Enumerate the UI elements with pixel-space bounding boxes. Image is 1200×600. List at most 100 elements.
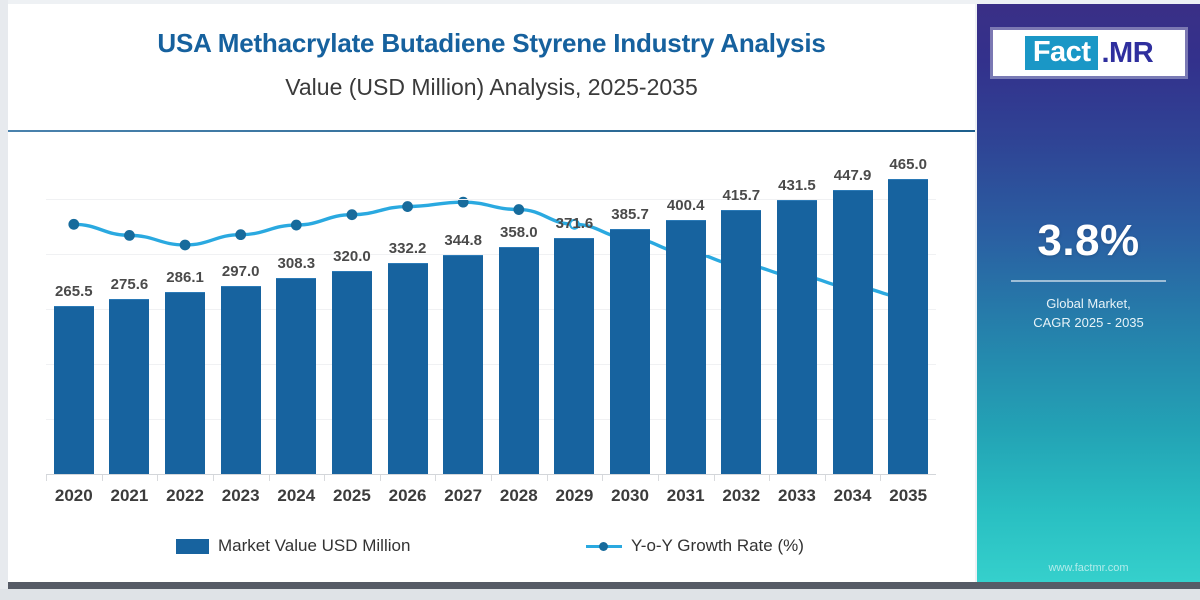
bar-label-2023: 297.0 (221, 262, 260, 280)
bar-2035[interactable] (888, 178, 929, 474)
bar-swatch-icon (176, 538, 209, 554)
bar-label-2026: 332.2 (388, 240, 427, 258)
gridline (46, 254, 936, 255)
gridline (46, 199, 936, 200)
x-label-2034: 2034 (833, 486, 872, 505)
line-point-2022[interactable] (179, 239, 191, 251)
bar-2034[interactable] (832, 189, 873, 474)
cagr-caption-line2: CAGR 2025 - 2035 (1033, 315, 1144, 330)
cagr-value: 3.8% (1037, 216, 1140, 265)
bar-label-2029: 371.6 (555, 215, 594, 233)
gridline (46, 309, 936, 310)
logo-mr-text: .MR (1101, 36, 1154, 69)
page-subtitle: Value (USD Million) Analysis, 2025-2035 (285, 74, 698, 100)
x-tick (713, 475, 715, 481)
bar-2033[interactable] (776, 200, 817, 474)
x-label-2029: 2029 (555, 486, 594, 505)
bar-label-2020: 265.5 (55, 282, 93, 300)
line-swatch-icon (586, 540, 622, 552)
x-tick (379, 475, 381, 481)
x-tick (824, 475, 826, 481)
x-tick (101, 475, 103, 481)
bar-label-2028: 358.0 (500, 223, 538, 241)
x-tick (324, 475, 326, 481)
bar-2024[interactable] (276, 278, 317, 474)
bar-label-2030: 385.7 (611, 206, 649, 224)
bar-label-2035: 465.0 (889, 155, 927, 173)
line-point-2021[interactable] (124, 229, 135, 241)
gridline (46, 364, 936, 365)
bar-label-2027: 344.8 (444, 232, 482, 250)
legend-label-market-value: Market Value USD Million (218, 536, 411, 555)
x-tick (880, 475, 882, 481)
x-label-2027: 2027 (444, 486, 483, 505)
website-url: www.factmr.com (1048, 562, 1129, 574)
bar-2020[interactable] (53, 305, 94, 474)
bar-label-2021: 275.6 (110, 276, 149, 294)
bar-2031[interactable] (665, 219, 706, 474)
x-tick (769, 475, 771, 481)
chart-panel: USA Methacrylate Butadiene Styrene Indus… (8, 4, 975, 582)
chart-header: USA Methacrylate Butadiene Styrene Indus… (8, 4, 975, 128)
bar-2021[interactable] (109, 299, 150, 474)
bar-2023[interactable] (220, 285, 261, 474)
cagr-caption: Global Market, CAGR 2025 - 2035 (977, 294, 1200, 332)
x-label-2025: 2025 (333, 486, 371, 505)
bar-2022[interactable] (165, 292, 206, 474)
line-point-2026[interactable] (402, 201, 413, 212)
line-point-2028[interactable] (513, 204, 525, 215)
legend-item-growth-rate[interactable]: Y-o-Y Growth Rate (%) (586, 536, 804, 556)
x-label-2020: 2020 (54, 486, 93, 505)
x-label-2035: 2035 (889, 486, 928, 505)
bottom-bar-shadow (0, 589, 1200, 600)
bar-label-2024: 308.3 (277, 255, 316, 273)
x-axis-labels: 2020 2021 2022 2023 2024 2025 2026 2027 2028 2029… (46, 486, 936, 512)
x-tick (268, 475, 270, 481)
gridline (46, 419, 936, 420)
bar-2025[interactable] (331, 270, 372, 474)
x-axis-line (46, 474, 936, 475)
line-point-2025[interactable] (346, 209, 358, 221)
plot-area: 265.5 275.6 286.1 297.0 308.3 320.0 332.2 344.8… (46, 144, 936, 474)
x-tick (657, 475, 659, 481)
x-tick (546, 475, 548, 481)
x-tick (212, 475, 214, 481)
x-tick (435, 475, 437, 481)
legend-item-market-value[interactable]: Market Value USD Million (176, 536, 410, 556)
x-tick (491, 475, 492, 481)
x-tick (46, 475, 47, 481)
cagr-caption-line1: Global Market, (1046, 296, 1131, 311)
brand-sidebar: Fact .MR 3.8% Global Market, CAGR 2025 -… (977, 4, 1200, 582)
sidebar-divider (1011, 280, 1166, 282)
bar-2027[interactable] (443, 255, 484, 474)
bar-2032[interactable] (721, 210, 762, 474)
x-label-2026: 2026 (388, 486, 427, 505)
x-tick (602, 475, 604, 481)
bar-label-2034: 447.9 (833, 166, 872, 184)
bar-label-2031: 400.4 (666, 196, 705, 214)
x-label-2033: 2033 (778, 486, 816, 505)
line-point-2020[interactable] (68, 218, 80, 230)
logo-fact-text: Fact (1024, 35, 1099, 71)
x-label-2022: 2022 (166, 486, 204, 505)
bar-2028[interactable] (498, 246, 539, 474)
bar-2030[interactable] (610, 229, 651, 474)
x-label-2030: 2030 (611, 486, 649, 505)
x-label-2023: 2023 (221, 486, 260, 505)
bar-label-2025: 320.0 (333, 247, 371, 265)
line-point-2023[interactable] (235, 229, 247, 241)
bar-2029[interactable] (554, 238, 595, 474)
chart-legend: Market Value USD Million Y-o-Y Growth Ra… (8, 532, 975, 572)
bar-label-2022: 286.1 (166, 269, 204, 287)
x-label-2024: 2024 (277, 486, 316, 505)
factmr-logo[interactable]: Fact .MR (993, 30, 1185, 76)
x-label-2032: 2032 (722, 486, 761, 505)
line-point-2024[interactable] (290, 219, 302, 231)
header-divider (8, 130, 975, 132)
bar-label-2032: 415.7 (722, 187, 761, 205)
bar-label-2033: 431.5 (778, 177, 816, 195)
x-label-2031: 2031 (666, 486, 705, 505)
page-title: USA Methacrylate Butadiene Styrene Indus… (157, 28, 826, 58)
bar-2026[interactable] (387, 263, 428, 474)
